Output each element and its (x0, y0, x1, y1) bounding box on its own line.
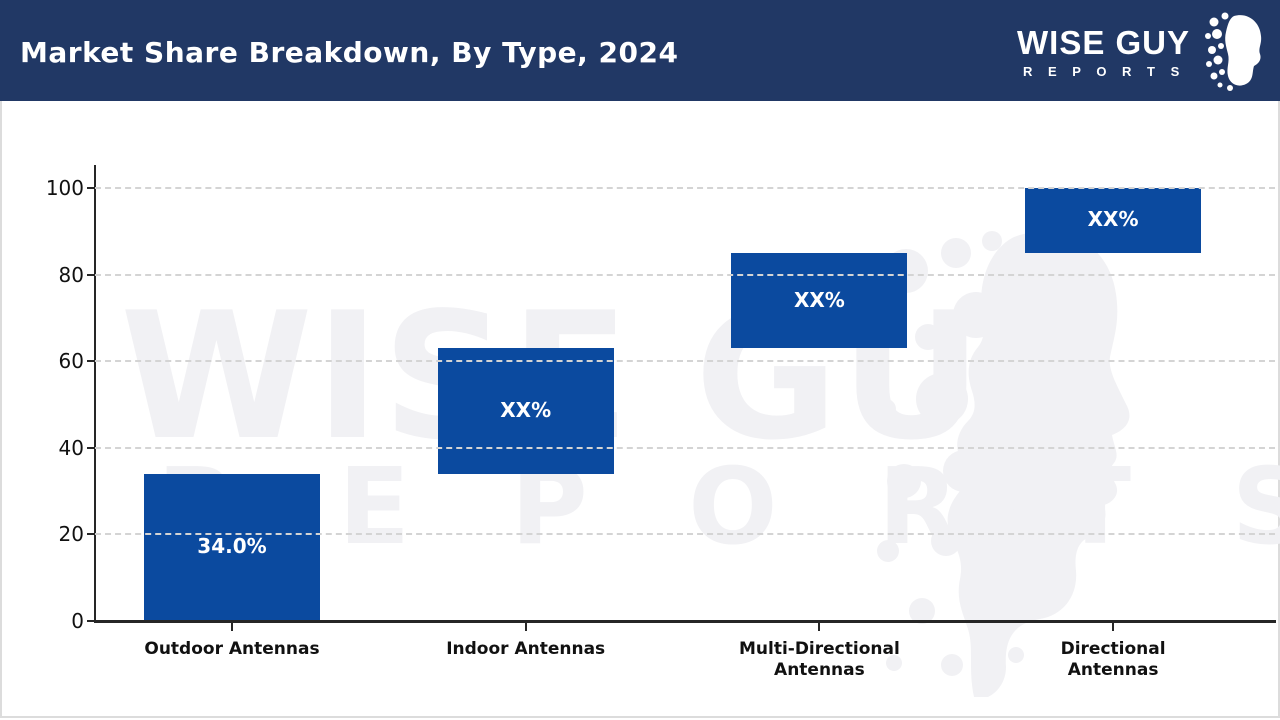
gridline (95, 533, 1275, 536)
y-tick-label: 0 (71, 609, 84, 633)
logo-dotted-head-icon (1205, 12, 1262, 91)
y-tick-mark (87, 620, 94, 622)
bar-value-label: 34.0% (197, 534, 267, 559)
bar-segment (1025, 188, 1202, 253)
bar-segment (144, 473, 320, 621)
chart-area: WISE GUY R E P O R T S 0 20 40 60 80 100 34.0%… (0, 101, 1280, 718)
y-tick-mark (87, 187, 94, 189)
x-tick-mark (818, 623, 821, 631)
gridline (95, 446, 1275, 449)
y-axis-spine (94, 165, 96, 623)
x-axis-line (94, 620, 1276, 623)
x-category-label: Multi-Directional Antennas (738, 639, 900, 680)
plot: 0 20 40 60 80 100 34.0% Outdoor Antennas XX% Indo… (2, 101, 1278, 716)
bar-segment (731, 252, 908, 349)
x-category-label: Outdoor Antennas (144, 639, 320, 659)
bar-segment (437, 348, 614, 474)
logo-subtext: R E P O R T S (1023, 64, 1186, 79)
bar-value-label: XX% (1087, 207, 1139, 232)
x-tick-mark (231, 623, 233, 631)
y-tick-mark (87, 273, 94, 276)
watermark-dotted-head-icon (876, 231, 1130, 698)
bar-value-label: XX% (793, 287, 845, 312)
gridline (95, 273, 1275, 276)
y-tick-mark (87, 446, 94, 449)
page-title: Market Share Breakdown, By Type, 2024 (20, 36, 679, 69)
bar-value-label: XX% (500, 397, 552, 422)
x-category-label: Indoor Antennas (446, 639, 606, 659)
x-tick-mark (1112, 623, 1115, 631)
gridline (95, 187, 1275, 189)
header-bar: Market Share Breakdown, By Type, 2024 WI… (0, 0, 1280, 101)
y-tick-mark (87, 533, 94, 536)
x-category-label: Directional Antennas (1060, 639, 1166, 680)
y-tick-label: 20 (58, 522, 84, 547)
y-tick-label: 100 (45, 176, 84, 200)
logo-wordmark: WISE GUY (1017, 24, 1191, 61)
wise-guy-logo: WISE GUY R E P O R T S (1011, 8, 1266, 94)
y-tick-label: 80 (58, 262, 84, 287)
y-tick-label: 40 (58, 435, 84, 460)
x-tick-mark (524, 623, 527, 631)
y-tick-label: 60 (58, 349, 84, 374)
y-tick-mark (87, 360, 94, 363)
gridline (95, 360, 1275, 363)
